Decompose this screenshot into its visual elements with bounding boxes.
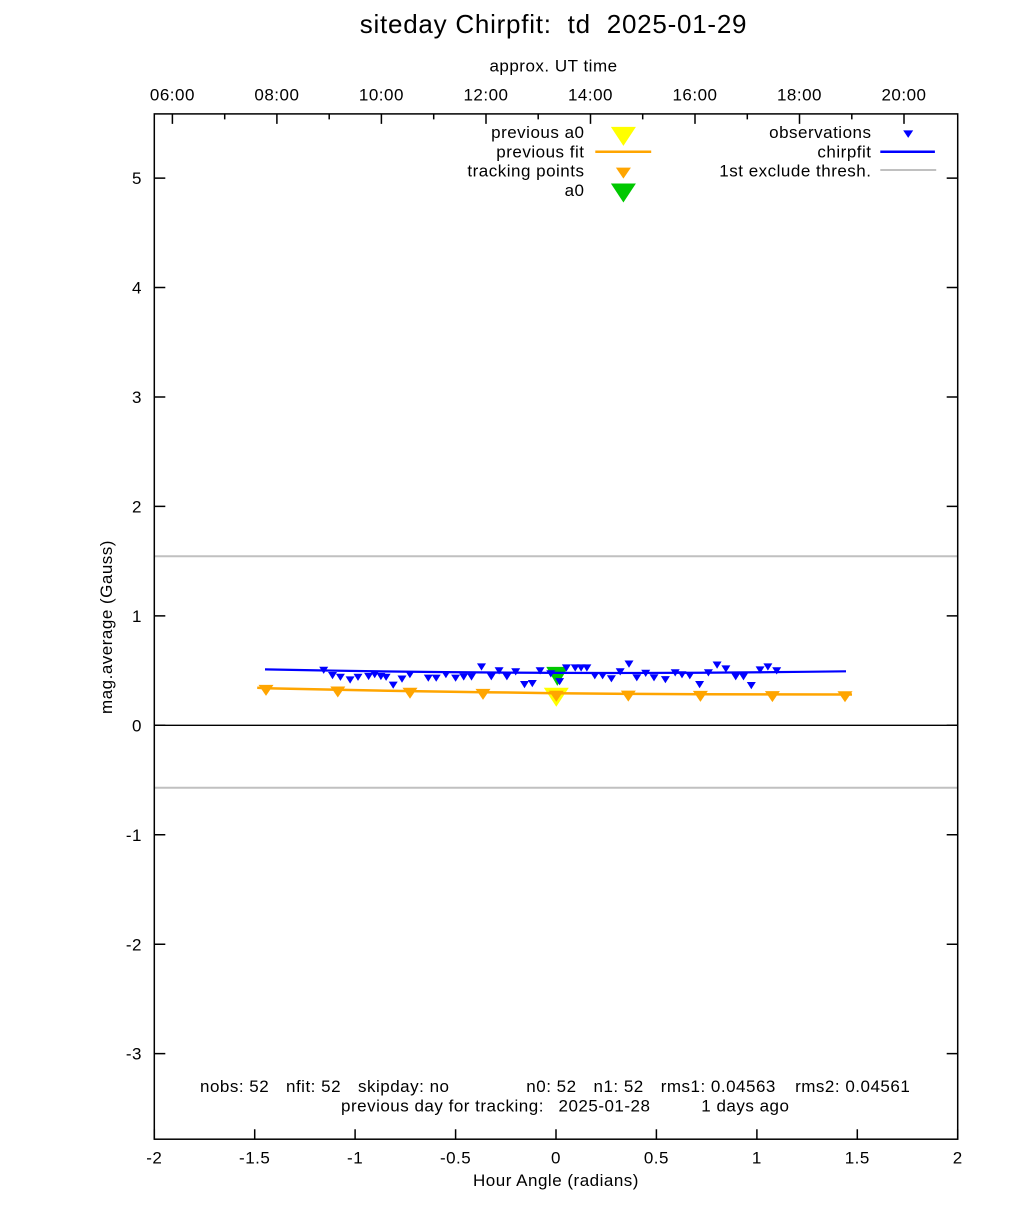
svg-text:4: 4 [132,279,142,298]
svg-text:10:00: 10:00 [359,86,404,105]
svg-text:n1: 52: n1: 52 [594,1077,644,1096]
svg-text:skipday: no: skipday: no [358,1077,450,1096]
svg-text:-3: -3 [126,1045,142,1064]
svg-text:14:00: 14:00 [568,86,613,105]
svg-text:1: 1 [132,607,142,626]
svg-text:3: 3 [132,388,142,407]
svg-text:1.5: 1.5 [845,1149,870,1168]
svg-text:20:00: 20:00 [881,86,926,105]
svg-text:rms2: 0.04561: rms2: 0.04561 [795,1077,910,1096]
svg-text:0: 0 [132,716,142,735]
svg-text:18:00: 18:00 [777,86,822,105]
svg-text:approx. UT time: approx. UT time [489,57,617,76]
svg-text:rms1: 0.04563: rms1: 0.04563 [661,1077,776,1096]
svg-text:mag.average (Gauss): mag.average (Gauss) [97,540,116,714]
svg-text:16:00: 16:00 [672,86,717,105]
svg-text:nfit: 52: nfit: 52 [286,1077,341,1096]
svg-text:08:00: 08:00 [254,86,299,105]
svg-text:a0: a0 [565,181,585,200]
svg-text:2: 2 [132,498,142,517]
svg-text:-2: -2 [126,935,142,954]
svg-text:siteday Chirpfit: td 2025-01: siteday Chirpfit: td 2025-01-29 [360,9,748,39]
svg-text:06:00: 06:00 [150,86,195,105]
svg-text:0: 0 [551,1149,561,1168]
svg-text:previous a0: previous a0 [491,123,584,142]
svg-text:chirpfit: chirpfit [817,142,871,161]
svg-text:-1: -1 [347,1149,363,1168]
svg-text:observations: observations [769,123,871,142]
svg-text:2025-01-28: 2025-01-28 [559,1096,651,1115]
svg-text:tracking points: tracking points [467,162,584,181]
svg-text:n0: 52: n0: 52 [526,1077,576,1096]
svg-text:-1: -1 [126,826,142,845]
svg-text:previous fit: previous fit [496,142,584,161]
svg-text:nobs: 52: nobs: 52 [200,1077,269,1096]
svg-text:5: 5 [132,169,142,188]
svg-text:-2: -2 [146,1149,162,1168]
svg-text:2: 2 [953,1149,963,1168]
svg-text:Hour Angle (radians): Hour Angle (radians) [473,1171,639,1190]
svg-text:-0.5: -0.5 [440,1149,471,1168]
svg-text:12:00: 12:00 [463,86,508,105]
svg-text:1 days ago: 1 days ago [701,1096,789,1115]
svg-text:-1.5: -1.5 [239,1149,270,1168]
svg-text:previous day for tracking:: previous day for tracking: [341,1096,544,1115]
svg-text:1st exclude thresh.: 1st exclude thresh. [719,162,871,181]
svg-text:1: 1 [752,1149,762,1168]
svg-text:0.5: 0.5 [644,1149,669,1168]
